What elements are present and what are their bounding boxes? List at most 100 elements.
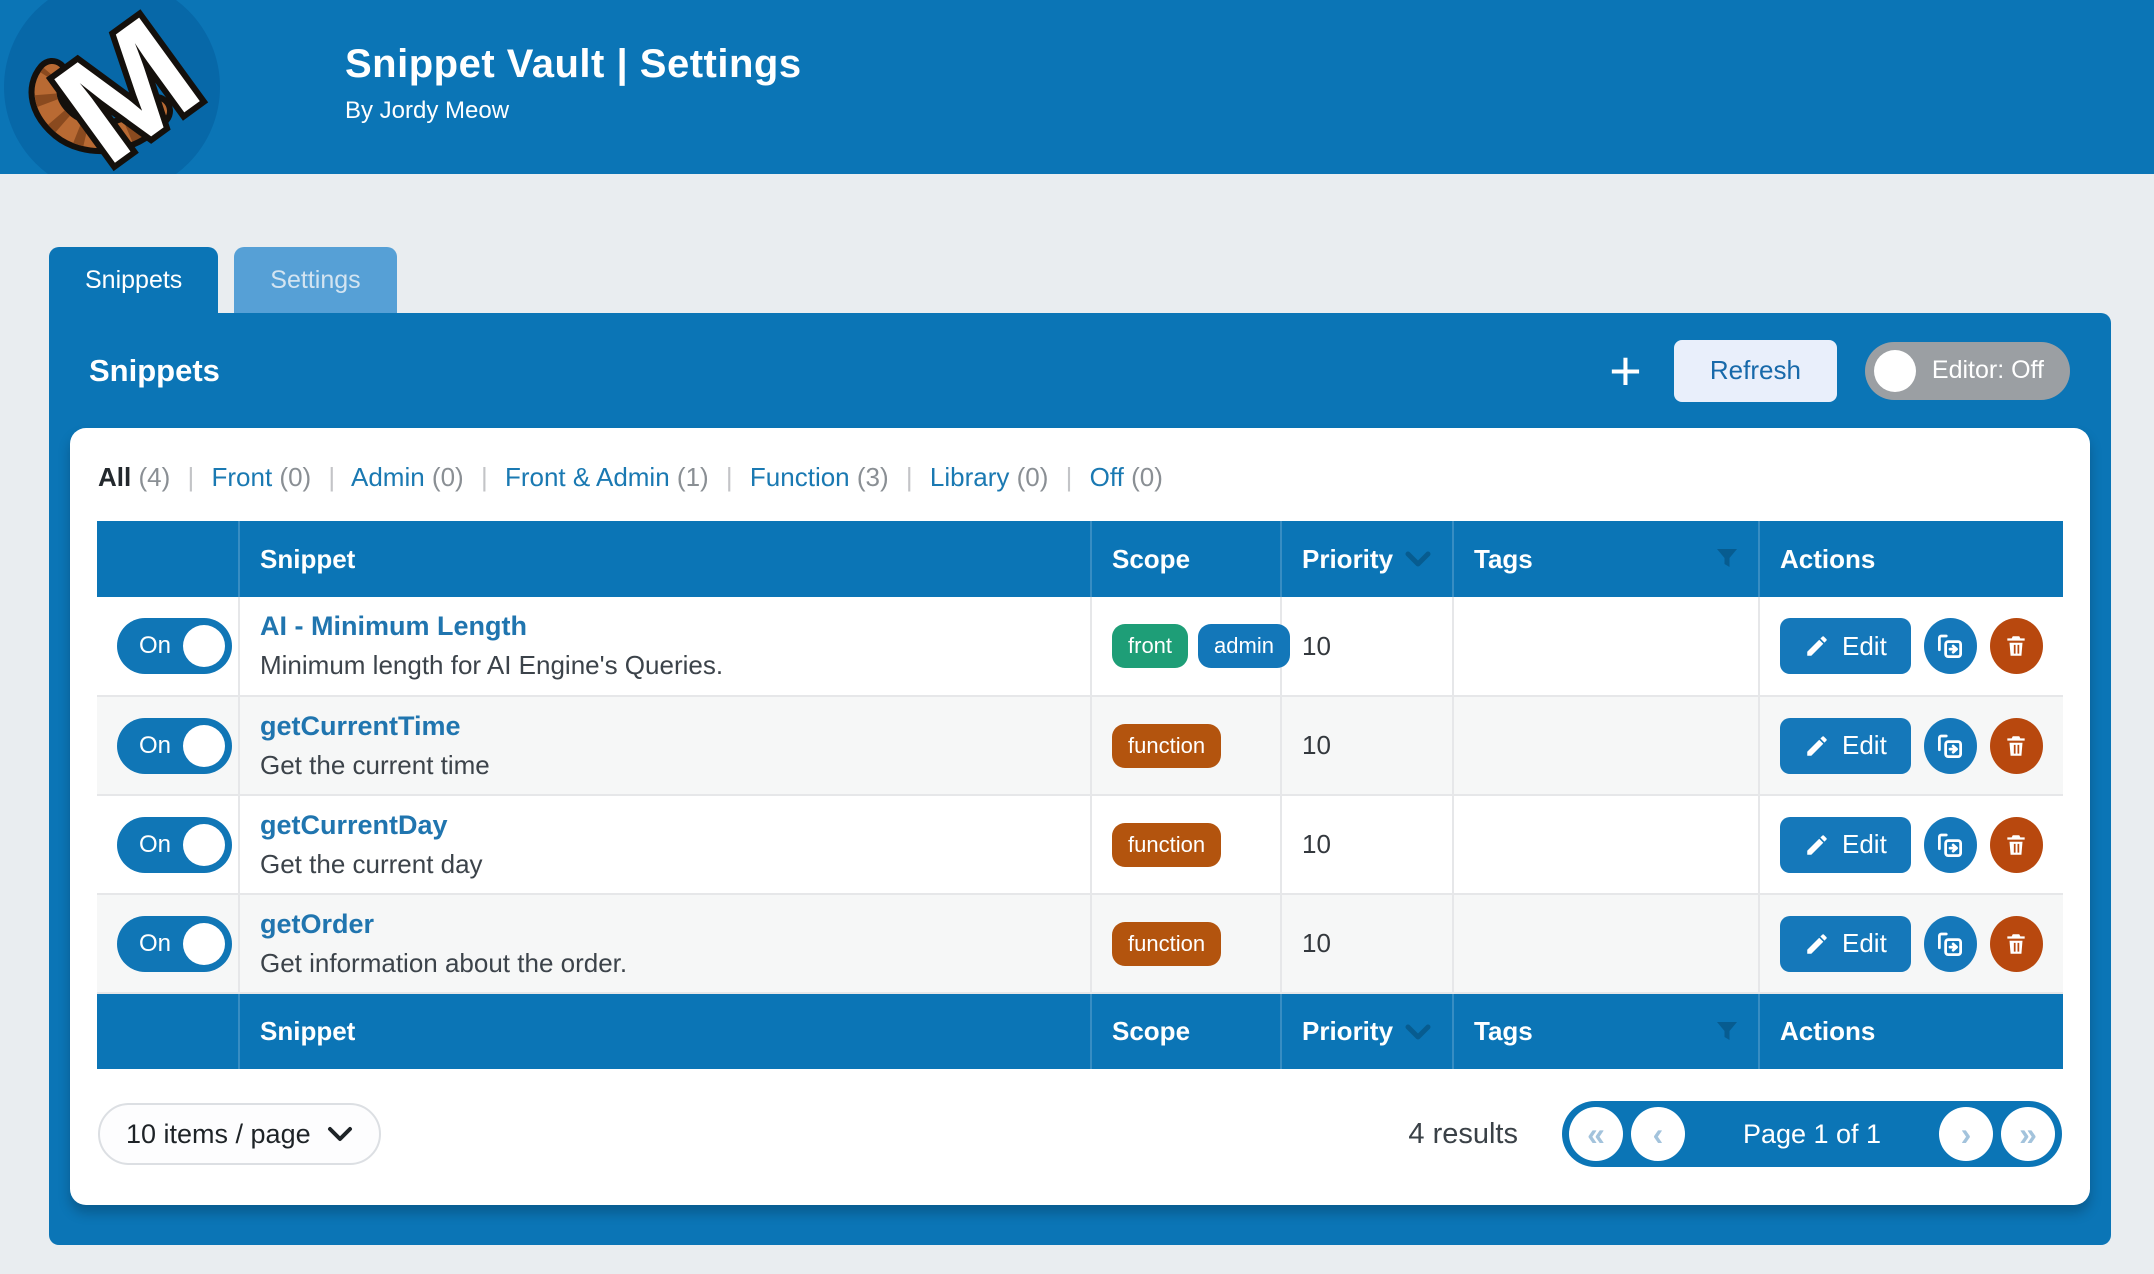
filter-admin[interactable]: Admin bbox=[350, 462, 425, 492]
panel-title: Snippets bbox=[89, 352, 220, 388]
column-tags[interactable]: Tags bbox=[1453, 993, 1760, 1069]
snippet-description: Get the current time bbox=[260, 749, 490, 780]
edit-button[interactable]: Edit bbox=[1780, 618, 1911, 674]
filter-funnel-icon[interactable] bbox=[1716, 548, 1738, 570]
chevron-right-icon: › bbox=[1960, 1116, 1972, 1152]
filter-front[interactable]: Front bbox=[211, 462, 273, 492]
sort-desc-icon[interactable] bbox=[1404, 1023, 1432, 1041]
tab-snippets[interactable]: Snippets bbox=[49, 247, 219, 313]
column-actions: Actions bbox=[1759, 993, 2063, 1069]
column-toggle bbox=[97, 993, 240, 1069]
snippets-card: All (4) | Front (0) | Admin (0) | Front … bbox=[70, 428, 2090, 1205]
add-snippet-button[interactable]: + bbox=[1609, 338, 1642, 402]
toggle-knob-icon bbox=[183, 823, 225, 866]
tags-cell bbox=[1453, 696, 1760, 796]
duplicate-icon bbox=[1938, 932, 1963, 956]
trash-icon bbox=[2007, 636, 2026, 656]
scope-badge: function bbox=[1112, 921, 1222, 966]
duplicate-button[interactable] bbox=[1923, 717, 1977, 774]
priority-value: 10 bbox=[1281, 795, 1454, 895]
table-row: On getCurrentTime Get the current time f… bbox=[97, 696, 2063, 796]
snippet-title-link[interactable]: getOrder bbox=[260, 908, 375, 939]
page-title: Snippet Vault | Settings bbox=[345, 42, 802, 86]
scope-badge: function bbox=[1112, 723, 1222, 768]
toggle-knob-icon bbox=[183, 922, 225, 965]
filter-off[interactable]: Off bbox=[1089, 462, 1124, 492]
chevron-left-icon: ‹ bbox=[1652, 1116, 1664, 1152]
items-per-page-select[interactable]: 10 items / page bbox=[98, 1103, 381, 1165]
table-row: On getCurrentDay Get the current day fun… bbox=[97, 795, 2063, 895]
column-snippet: Snippet bbox=[239, 521, 1092, 597]
edit-button[interactable]: Edit bbox=[1780, 816, 1911, 873]
duplicate-button[interactable] bbox=[1923, 816, 1977, 873]
filter-function[interactable]: Function bbox=[749, 462, 850, 492]
duplicate-button[interactable] bbox=[1923, 915, 1977, 972]
editor-toggle-knob-icon bbox=[1873, 349, 1916, 392]
snippet-enabled-toggle[interactable]: On bbox=[117, 816, 232, 873]
logo-tail-stripes bbox=[34, 67, 165, 149]
snippet-description: Get information about the order. bbox=[260, 947, 628, 978]
prev-page-button[interactable]: ‹ bbox=[1631, 1107, 1685, 1161]
last-page-button[interactable]: » bbox=[2001, 1107, 2055, 1161]
filter-front-admin[interactable]: Front & Admin bbox=[504, 462, 670, 492]
delete-button[interactable] bbox=[1989, 915, 2043, 972]
double-chevron-left-icon: « bbox=[1587, 1116, 1605, 1152]
pencil-icon bbox=[1807, 933, 1827, 954]
table-footer-header-row: Snippet Scope Priority Tags Acti bbox=[97, 993, 2063, 1069]
snippet-title-link[interactable]: getCurrentDay bbox=[260, 809, 448, 840]
trash-icon bbox=[2007, 933, 2026, 954]
scope-badge: function bbox=[1112, 822, 1222, 867]
delete-button[interactable] bbox=[1989, 717, 2043, 774]
editor-toggle[interactable]: Editor: Off bbox=[1864, 341, 2070, 400]
snippets-panel: Snippets + Refresh Editor: Off All (4) |… bbox=[49, 313, 2111, 1245]
filter-all[interactable]: All bbox=[98, 462, 132, 492]
snippet-enabled-toggle[interactable]: On bbox=[117, 915, 232, 972]
tab-settings[interactable]: Settings bbox=[234, 247, 397, 313]
tab-snippets-label: Snippets bbox=[85, 265, 183, 294]
edit-button[interactable]: Edit bbox=[1780, 717, 1911, 774]
scope-badge: admin bbox=[1198, 624, 1290, 668]
column-tags[interactable]: Tags bbox=[1453, 521, 1760, 597]
duplicate-button[interactable] bbox=[1923, 618, 1977, 674]
table-footer: 10 items / page 4 results « ‹ Page 1 of … bbox=[97, 1069, 2063, 1205]
duplicate-icon bbox=[1938, 634, 1963, 658]
tab-bar: Snippets Settings bbox=[49, 247, 2111, 313]
tags-cell bbox=[1453, 597, 1760, 697]
edit-button[interactable]: Edit bbox=[1780, 915, 1911, 972]
sort-desc-icon[interactable] bbox=[1404, 550, 1432, 568]
snippet-title-link[interactable]: getCurrentTime bbox=[260, 710, 461, 741]
plugin-logo: M bbox=[4, 0, 220, 174]
trash-icon bbox=[2007, 735, 2026, 756]
tags-cell bbox=[1453, 795, 1760, 895]
chevron-down-icon bbox=[327, 1127, 352, 1141]
pencil-icon bbox=[1807, 834, 1827, 855]
snippet-description: Get the current day bbox=[260, 848, 483, 879]
results-count: 4 results bbox=[1408, 1117, 1518, 1150]
delete-button[interactable] bbox=[1989, 816, 2043, 873]
toggle-knob-icon bbox=[183, 625, 225, 667]
next-page-button[interactable]: › bbox=[1939, 1107, 1993, 1161]
scope-filter-bar: All (4) | Front (0) | Admin (0) | Front … bbox=[98, 462, 1163, 492]
toggle-knob-icon bbox=[183, 724, 225, 767]
pagination: « ‹ Page 1 of 1 › » bbox=[1562, 1101, 2062, 1167]
column-toggle bbox=[97, 521, 240, 597]
duplicate-icon bbox=[1938, 833, 1963, 857]
filter-funnel-icon[interactable] bbox=[1716, 1021, 1738, 1043]
tab-settings-label: Settings bbox=[270, 265, 361, 294]
delete-button[interactable] bbox=[1989, 618, 2043, 674]
workspace: Snippets Settings Snippets + Refresh Edi… bbox=[0, 174, 2154, 1245]
column-scope: Scope bbox=[1091, 993, 1282, 1069]
trash-icon bbox=[2007, 834, 2026, 855]
duplicate-icon bbox=[1938, 734, 1963, 758]
column-actions: Actions bbox=[1759, 521, 2063, 597]
first-page-button[interactable]: « bbox=[1569, 1107, 1623, 1161]
column-priority[interactable]: Priority bbox=[1281, 521, 1454, 597]
snippet-enabled-toggle[interactable]: On bbox=[117, 618, 232, 674]
column-priority[interactable]: Priority bbox=[1281, 993, 1454, 1069]
snippet-enabled-toggle[interactable]: On bbox=[117, 717, 232, 774]
filter-library[interactable]: Library bbox=[929, 462, 1010, 492]
table-row: On AI - Minimum Length Minimum length fo… bbox=[97, 597, 2063, 697]
refresh-button[interactable]: Refresh bbox=[1673, 339, 1837, 402]
snippet-title-link[interactable]: AI - Minimum Length bbox=[260, 611, 527, 641]
page-indicator: Page 1 of 1 bbox=[1742, 1118, 1882, 1149]
